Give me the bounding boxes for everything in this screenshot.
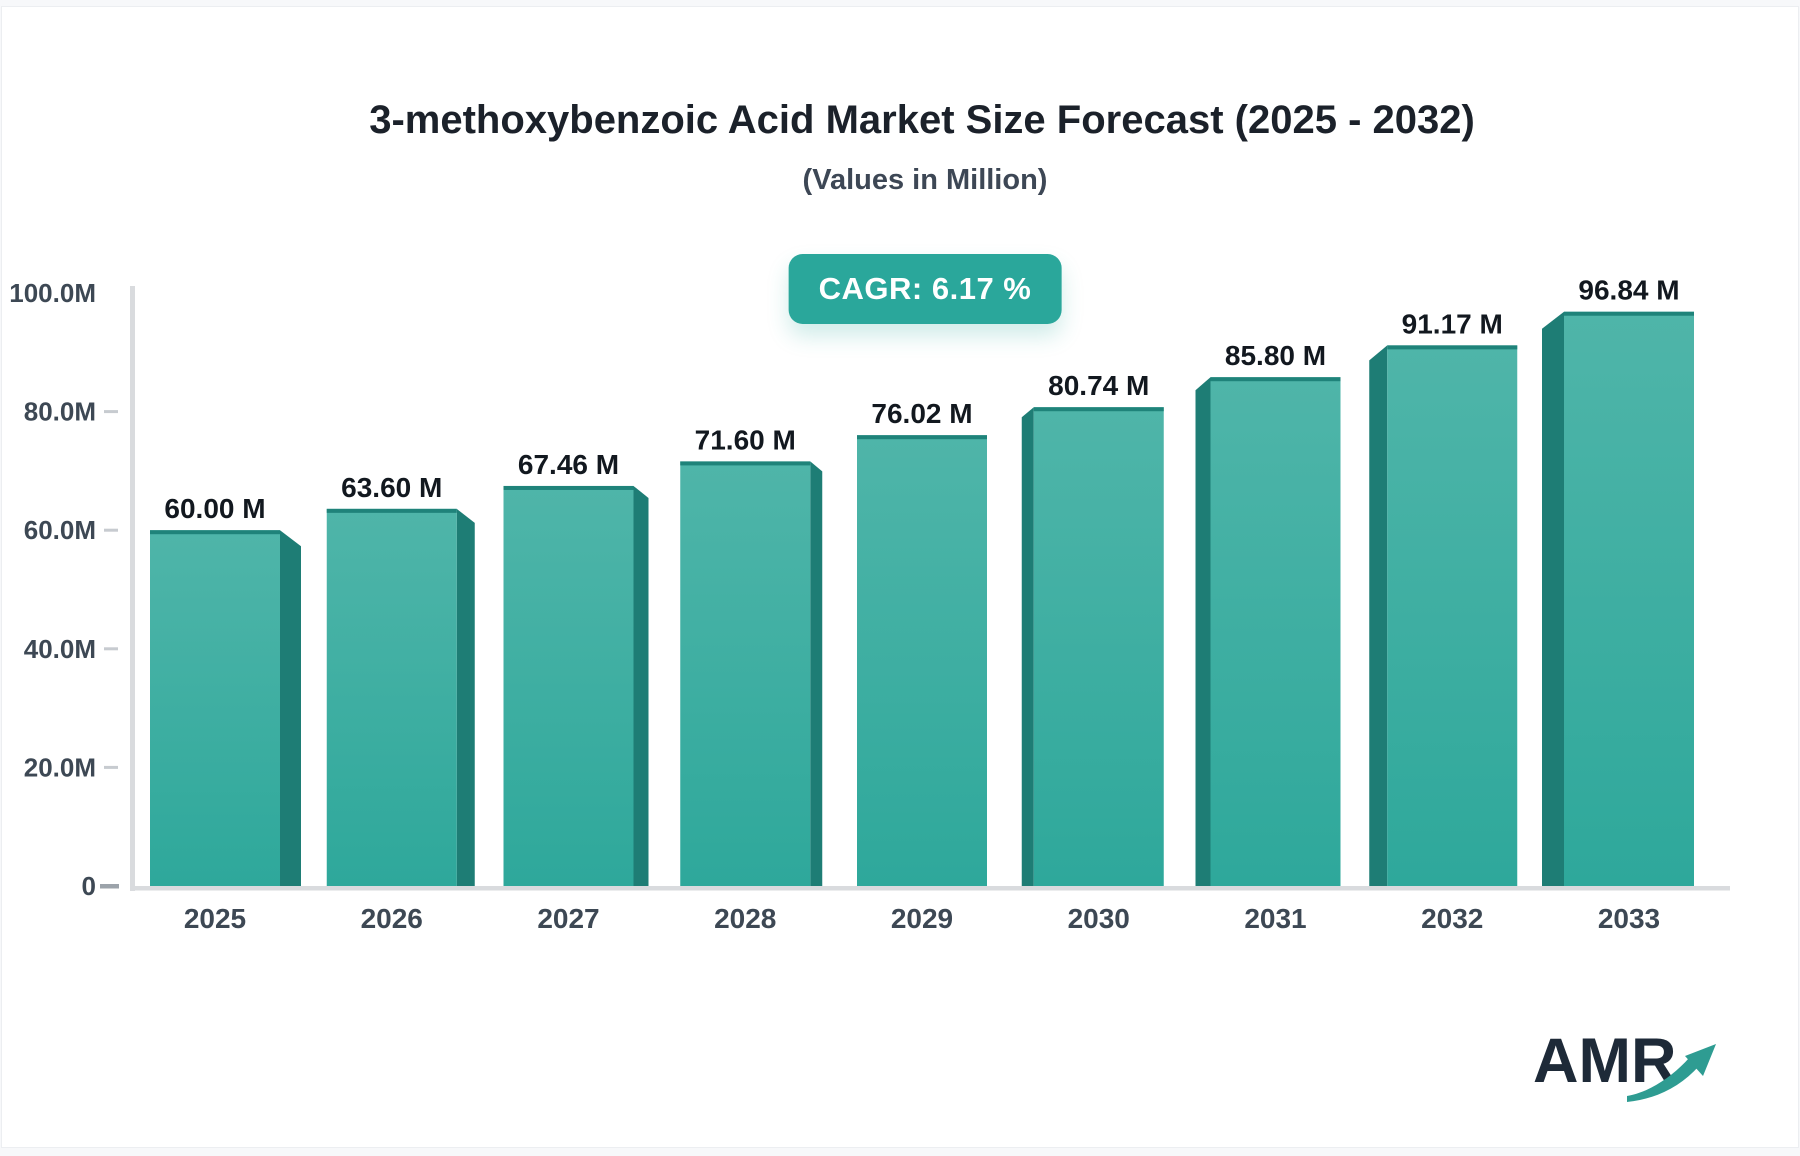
- bar-front-face: [326, 508, 457, 886]
- cagr-badge: CAGR: 6.17 %: [788, 254, 1062, 324]
- amr-logo: AMR: [1533, 1026, 1718, 1102]
- y-axis-label: 80.0M: [24, 397, 96, 427]
- x-axis-label: 2028: [714, 903, 776, 934]
- bar-group-2029: 76.02 M 2029: [857, 398, 987, 934]
- y-axis-label: 0: [82, 871, 96, 901]
- y-axis-tick: [104, 410, 118, 414]
- bar-front-face: [1033, 407, 1164, 886]
- cagr-badge-label: CAGR: 6.17 %: [818, 271, 1032, 306]
- y-axis-label: 100.0M: [9, 278, 96, 308]
- bar-top-edge: [1564, 311, 1694, 316]
- bar-side-face: [456, 508, 475, 886]
- bar-value-label: 85.80 M: [1225, 340, 1326, 371]
- bar-side-face: [280, 530, 301, 886]
- bar-top-edge: [1210, 377, 1341, 382]
- bar-value-label: 60.00 M: [164, 493, 265, 524]
- chart-title: 3-methoxybenzoic Acid Market Size Foreca…: [369, 98, 1475, 142]
- bar-value-label: 96.84 M: [1578, 275, 1679, 306]
- y-axis-tick: [104, 765, 118, 769]
- bar-top-edge: [150, 530, 280, 535]
- bar-value-label: 71.60 M: [695, 424, 796, 455]
- bar-top-edge: [326, 508, 457, 513]
- bar-group-2027: 67.46 M 2027: [503, 449, 649, 934]
- y-axis-zero-tick: [100, 884, 119, 889]
- bar-front-face: [150, 530, 280, 886]
- bar-group-2032: 91.17 M 2032: [1369, 308, 1518, 934]
- x-axis-label: 2031: [1244, 903, 1306, 934]
- bar-front-face: [1564, 311, 1694, 887]
- amr-logo-arrow-icon: [1627, 1044, 1717, 1102]
- bar-side-face: [810, 461, 823, 886]
- x-axis-label: 2026: [361, 903, 423, 934]
- x-axis-label: 2025: [184, 903, 246, 934]
- x-axis-line: [130, 886, 1730, 891]
- bar-value-label: 76.02 M: [871, 398, 972, 429]
- bar-group-2033: 96.84 M 2033: [1542, 275, 1694, 934]
- x-axis-label: 2030: [1068, 903, 1130, 934]
- bar-group-2030: 80.74 M 2030: [1021, 370, 1164, 934]
- bar-front-face: [1387, 345, 1518, 886]
- bar-front-face: [857, 435, 987, 886]
- y-axis-label: 40.0M: [24, 634, 96, 664]
- bar-value-label: 91.17 M: [1402, 308, 1503, 339]
- bar-group-2025: 60.00 M 2025: [150, 493, 301, 934]
- bar-top-edge: [1387, 345, 1518, 350]
- bar-top-edge: [857, 435, 987, 440]
- chart-subtitle: (Values in Million): [802, 164, 1048, 196]
- y-axis-label: 20.0M: [24, 752, 96, 782]
- bar-side-face: [633, 485, 649, 886]
- x-axis-label: 2032: [1421, 903, 1483, 934]
- bar-side-face: [1369, 345, 1388, 886]
- bar-group-2028: 71.60 M 2028: [680, 424, 823, 934]
- amr-logo-text: AMR: [1533, 1026, 1677, 1096]
- bar-top-edge: [1033, 407, 1164, 412]
- y-axis-label: 60.0M: [24, 515, 96, 545]
- bar-value-label: 63.60 M: [341, 472, 442, 503]
- bar-side-face: [1195, 377, 1211, 886]
- bar-group-2031: 85.80 M 2031: [1195, 340, 1341, 934]
- bar-value-label: 80.74 M: [1048, 370, 1149, 401]
- bar-side-face: [1021, 407, 1034, 886]
- bar-top-edge: [503, 485, 634, 490]
- y-axis-tick: [104, 647, 118, 651]
- bar-top-edge: [680, 461, 811, 466]
- y-axis-line: [130, 286, 135, 891]
- x-axis-label: 2027: [537, 903, 599, 934]
- bar-front-face: [1210, 377, 1341, 886]
- y-axis-tick: [104, 528, 118, 532]
- x-axis-label: 2033: [1598, 903, 1660, 934]
- bar-group-2026: 63.60 M 2026: [326, 472, 475, 934]
- bar-front-face: [680, 461, 811, 886]
- bar-side-face: [1542, 311, 1564, 887]
- bar-front-face: [503, 485, 634, 886]
- bar-value-label: 67.46 M: [518, 449, 619, 480]
- x-axis-label: 2029: [891, 903, 953, 934]
